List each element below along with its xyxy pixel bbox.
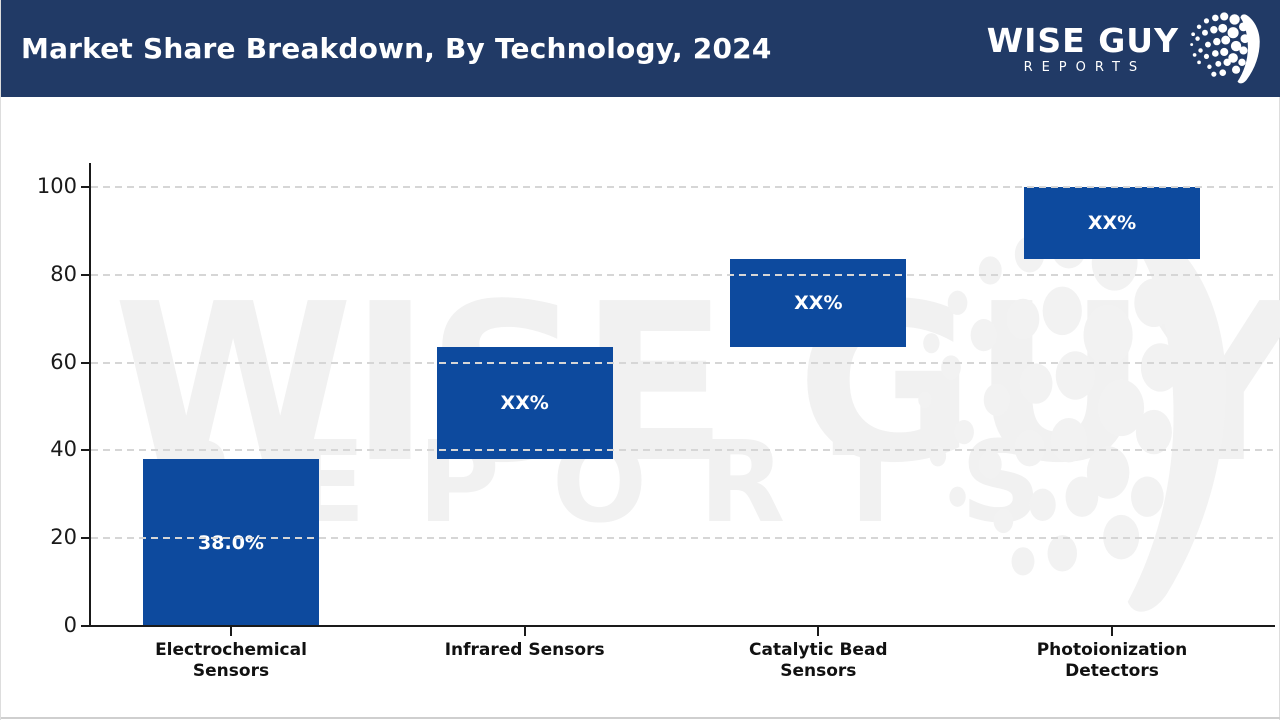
gridline-20 (91, 537, 1273, 540)
x-tick-mark (1111, 627, 1113, 636)
page-title: Market Share Breakdown, By Technology, 2… (21, 32, 772, 65)
y-tick-mark (81, 449, 90, 452)
brand-head-icon (1190, 11, 1260, 83)
y-tick-mark (81, 186, 90, 188)
gridline-40 (91, 449, 1273, 452)
bar-4: XX% (1024, 187, 1200, 260)
x-tick-mark (230, 627, 232, 636)
brand-subname: REPORTS (1023, 59, 1147, 75)
x-tick-mark (523, 627, 526, 636)
x-tick-mark (817, 627, 820, 636)
bar-3: XX% (730, 259, 907, 348)
y-tick-label: 80 (50, 261, 77, 286)
gridline-60 (91, 361, 1273, 364)
x-axis-line (89, 625, 1275, 627)
bottom-border (1, 717, 1280, 719)
bar-2: XX% (436, 347, 613, 460)
y-tick-label: 20 (50, 525, 77, 550)
category-label: Photoionization Detectors (1036, 640, 1188, 681)
bar-1: 38.0% (143, 459, 319, 626)
y-tick-mark (81, 273, 90, 276)
bar-value-label: 38.0% (198, 531, 264, 554)
gridline-80 (91, 273, 1273, 276)
category-label: Catalytic Bead Sensors (749, 640, 888, 681)
y-tick-label: 60 (50, 349, 77, 374)
brand-name: WISE GUY (986, 20, 1179, 60)
bar-value-label: XX% (1087, 212, 1137, 235)
brand-logo: WISE GUY REPORTS (987, 11, 1263, 86)
bar-value-label: XX% (794, 292, 843, 315)
y-tick-mark (81, 361, 90, 364)
y-axis-line (89, 163, 91, 627)
brand-logo-text: WISE GUY REPORTS (987, 24, 1179, 74)
y-tick-mark (81, 625, 90, 627)
category-label: Electrochemical Sensors (155, 640, 307, 681)
y-tick-label: 0 (63, 613, 77, 637)
bar-value-label: XX% (500, 392, 549, 415)
y-tick-label: 100 (36, 174, 77, 198)
category-label: Infrared Sensors (444, 640, 605, 660)
y-tick-label: 40 (50, 437, 77, 462)
y-tick-mark (81, 537, 90, 540)
watermark-head-icon (918, 224, 1226, 612)
gridline-100 (91, 186, 1273, 188)
header-bar: Market Share Breakdown, By Technology, 2… (1, 0, 1280, 97)
